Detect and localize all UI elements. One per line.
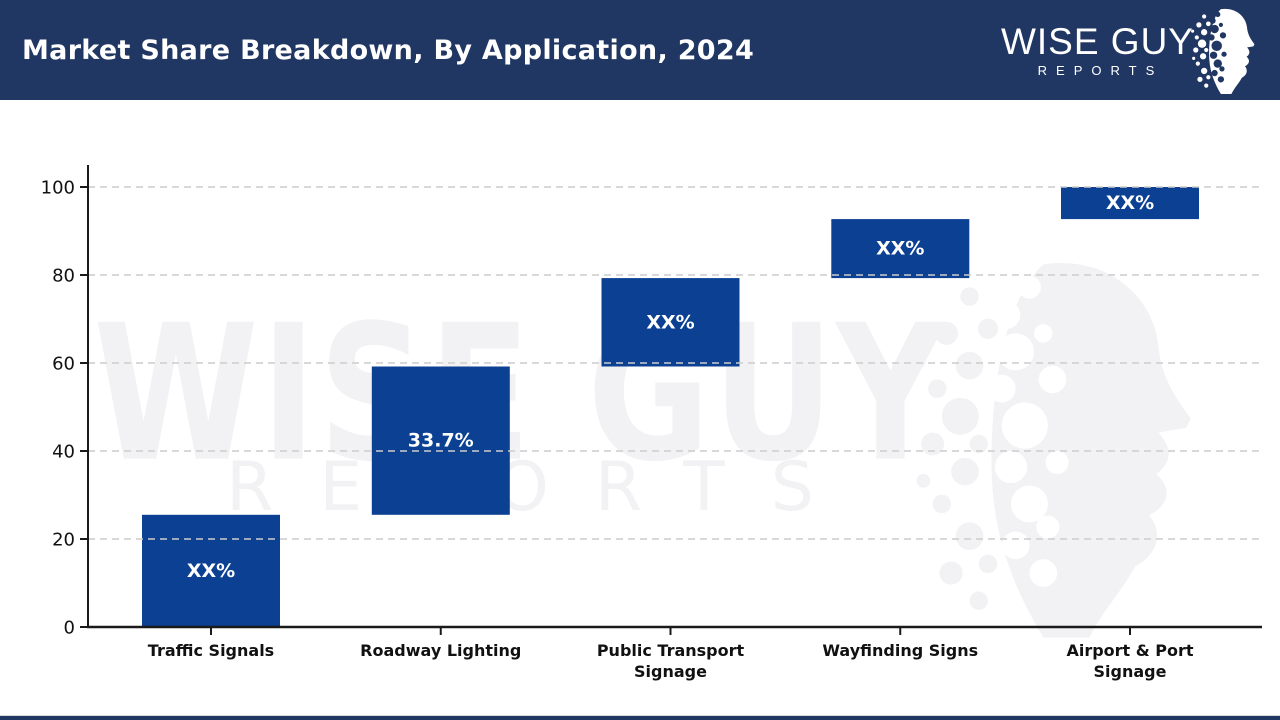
head-dot <box>1206 75 1211 80</box>
head-dot <box>1201 29 1208 36</box>
head-dot <box>1197 39 1207 48</box>
head-dot <box>1217 76 1225 83</box>
brand-subname: REPORTS <box>1037 63 1164 78</box>
head-dot <box>1204 83 1209 88</box>
head-dot <box>1197 76 1203 82</box>
head-dot <box>1208 34 1215 41</box>
y-tick-label: 80 <box>52 266 75 287</box>
head-dot <box>1213 59 1222 68</box>
head-dot <box>1192 56 1196 60</box>
head-dot <box>1221 51 1227 57</box>
head-dot <box>1201 67 1208 75</box>
x-category-label: Roadway Lighting <box>360 641 521 660</box>
head-dot <box>1196 22 1202 28</box>
y-tick-label: 60 <box>52 354 75 375</box>
head-dot <box>1211 69 1218 77</box>
y-tick-label: 20 <box>52 530 75 551</box>
bar-0 <box>142 514 280 627</box>
bar-4 <box>1061 187 1199 220</box>
brand-logo: WISE GUY REPORTS <box>1001 6 1258 94</box>
brand-logo-text: WISE GUY REPORTS <box>1001 23 1194 77</box>
footer-bar <box>0 715 1280 720</box>
chart-area: WISE GUY REPORTS XX% 33.7% XX% XX% XX% 0 20 40 6… <box>0 100 1280 716</box>
brand-name: WISE GUY <box>1000 21 1194 62</box>
x-category-label: Public Transport <box>597 641 745 660</box>
head-dot <box>1210 24 1219 34</box>
waterfall-plot: XX% 33.7% XX% XX% XX% 0 20 40 60 80 100 Traffic Sig… <box>41 165 1262 681</box>
head-dot <box>1204 47 1209 53</box>
head-dot <box>1199 53 1207 60</box>
x-category-label: Airport & Port <box>1066 641 1193 660</box>
x-category-label: Signage <box>1094 662 1167 681</box>
bar-2 <box>601 278 740 367</box>
head-dot <box>1206 21 1211 27</box>
page-title: Market Share Breakdown, By Application, … <box>22 34 755 66</box>
bar-1 <box>371 366 510 515</box>
x-category-label: Wayfinding Signs <box>822 641 978 660</box>
head-dot <box>1219 32 1227 39</box>
bar-value-label: XX% <box>876 238 924 260</box>
head-dot <box>1191 29 1195 33</box>
face-profile-shape <box>1209 8 1255 94</box>
head-dot <box>1193 47 1199 53</box>
header-bar: Market Share Breakdown, By Application, … <box>0 0 1280 100</box>
head-profile-icon <box>1191 8 1255 94</box>
head-dot <box>1219 66 1225 72</box>
head-dot <box>1209 17 1216 24</box>
y-tick-label: 40 <box>52 442 75 463</box>
head-dot <box>1209 80 1216 87</box>
y-tick-label: 0 <box>64 618 75 639</box>
head-dot <box>1202 14 1207 19</box>
bar-value-label: XX% <box>1106 192 1154 214</box>
head-dot <box>1195 61 1200 66</box>
x-category-label: Signage <box>634 662 707 681</box>
x-category-label: Traffic Signals <box>148 641 274 660</box>
bar-value-label: XX% <box>646 311 694 333</box>
bar-3 <box>831 219 970 279</box>
head-dot <box>1215 11 1221 17</box>
head-dot <box>1211 40 1222 52</box>
head-dot <box>1218 22 1223 27</box>
head-dot <box>1209 51 1218 59</box>
head-dot <box>1194 35 1199 40</box>
y-tick-label: 100 <box>41 178 75 199</box>
bar-value-label: 33.7% <box>408 430 474 452</box>
bar-value-label: XX% <box>187 560 235 582</box>
